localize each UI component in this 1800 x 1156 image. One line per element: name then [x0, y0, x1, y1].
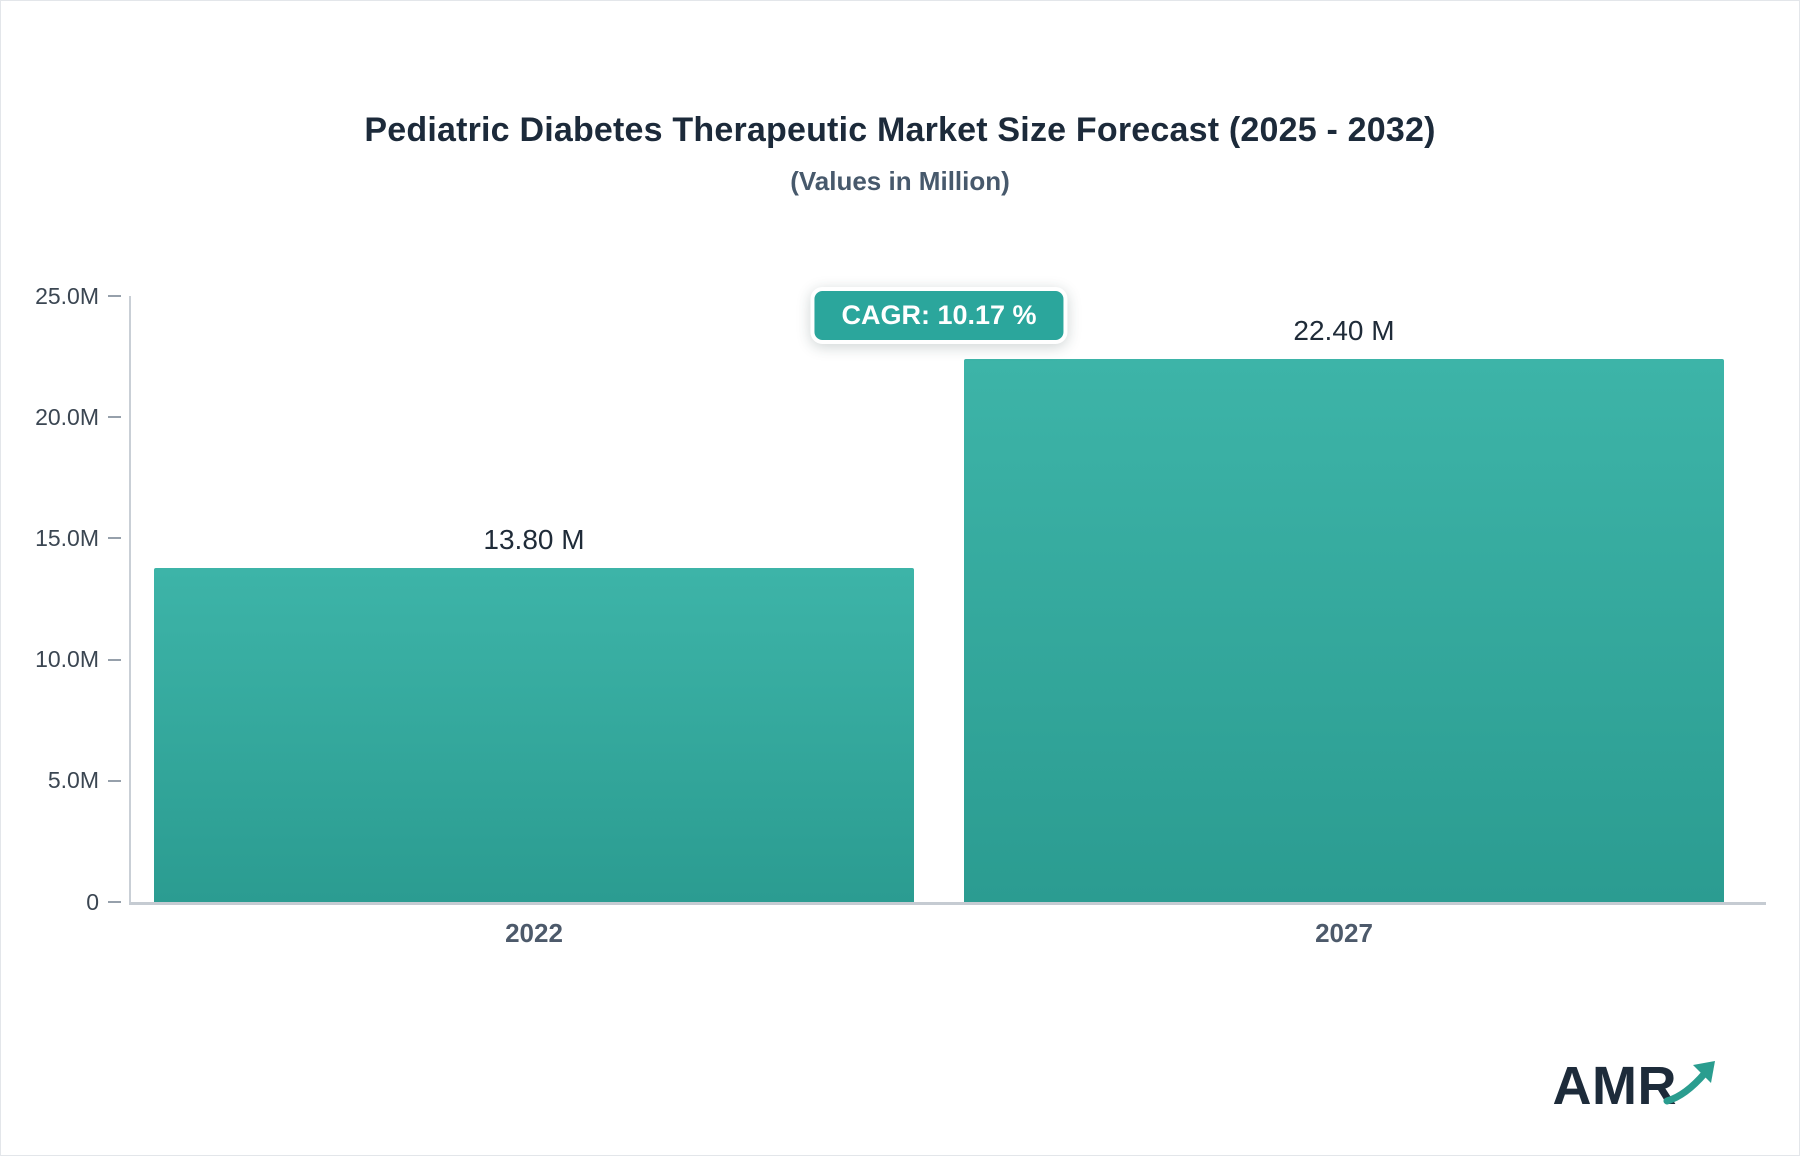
y-tick: 15.0M	[35, 524, 121, 551]
bar-2027	[964, 359, 1724, 902]
bar-group-2022: 13.80 M	[154, 296, 914, 902]
y-tick: 5.0M	[47, 767, 121, 794]
y-tick-mark	[108, 416, 121, 419]
y-tick: 0	[86, 888, 121, 915]
cagr-badge: CAGR: 10.17 %	[810, 287, 1068, 344]
chart-subtitle: (Values in Million)	[790, 166, 1010, 196]
y-tick-mark	[108, 537, 121, 540]
bar-value-label: 13.80 M	[483, 523, 585, 555]
amr-logo: AMR	[1553, 1059, 1721, 1113]
y-tick-mark	[108, 901, 121, 903]
bar-2022	[154, 567, 914, 902]
y-tick: 25.0M	[35, 282, 121, 309]
y-tick-label: 25.0M	[35, 282, 99, 309]
y-tick-mark	[108, 658, 121, 661]
x-axis-label-2027: 2027	[1315, 918, 1373, 948]
y-tick-label: 10.0M	[35, 646, 99, 673]
y-tick-label: 20.0M	[35, 403, 99, 430]
x-axis-label-2022: 2022	[505, 918, 563, 948]
bar-group-2027: 22.40 M	[964, 296, 1724, 902]
chart-title: Pediatric Diabetes Therapeutic Market Si…	[364, 111, 1436, 149]
y-tick: 10.0M	[35, 646, 121, 673]
y-tick-mark	[108, 779, 121, 782]
x-axis-labels: 2022 2027	[131, 918, 1766, 949]
y-tick-mark	[108, 295, 121, 297]
y-tick: 20.0M	[35, 403, 121, 430]
growth-arrow-icon	[1663, 1061, 1715, 1105]
y-tick-label: 0	[86, 888, 99, 915]
plot-area: 0 5.0M 10.0M 15.0M 20.0M 25.0M 13.80 M 22.40 M…	[35, 283, 1766, 948]
bars: 13.80 M 22.40 M	[131, 296, 1766, 902]
amr-logo-text: AMR	[1552, 1056, 1677, 1116]
bar-value-label: 22.40 M	[1293, 315, 1395, 347]
y-tick-label: 15.0M	[35, 524, 99, 551]
y-tick-label: 5.0M	[47, 767, 99, 794]
